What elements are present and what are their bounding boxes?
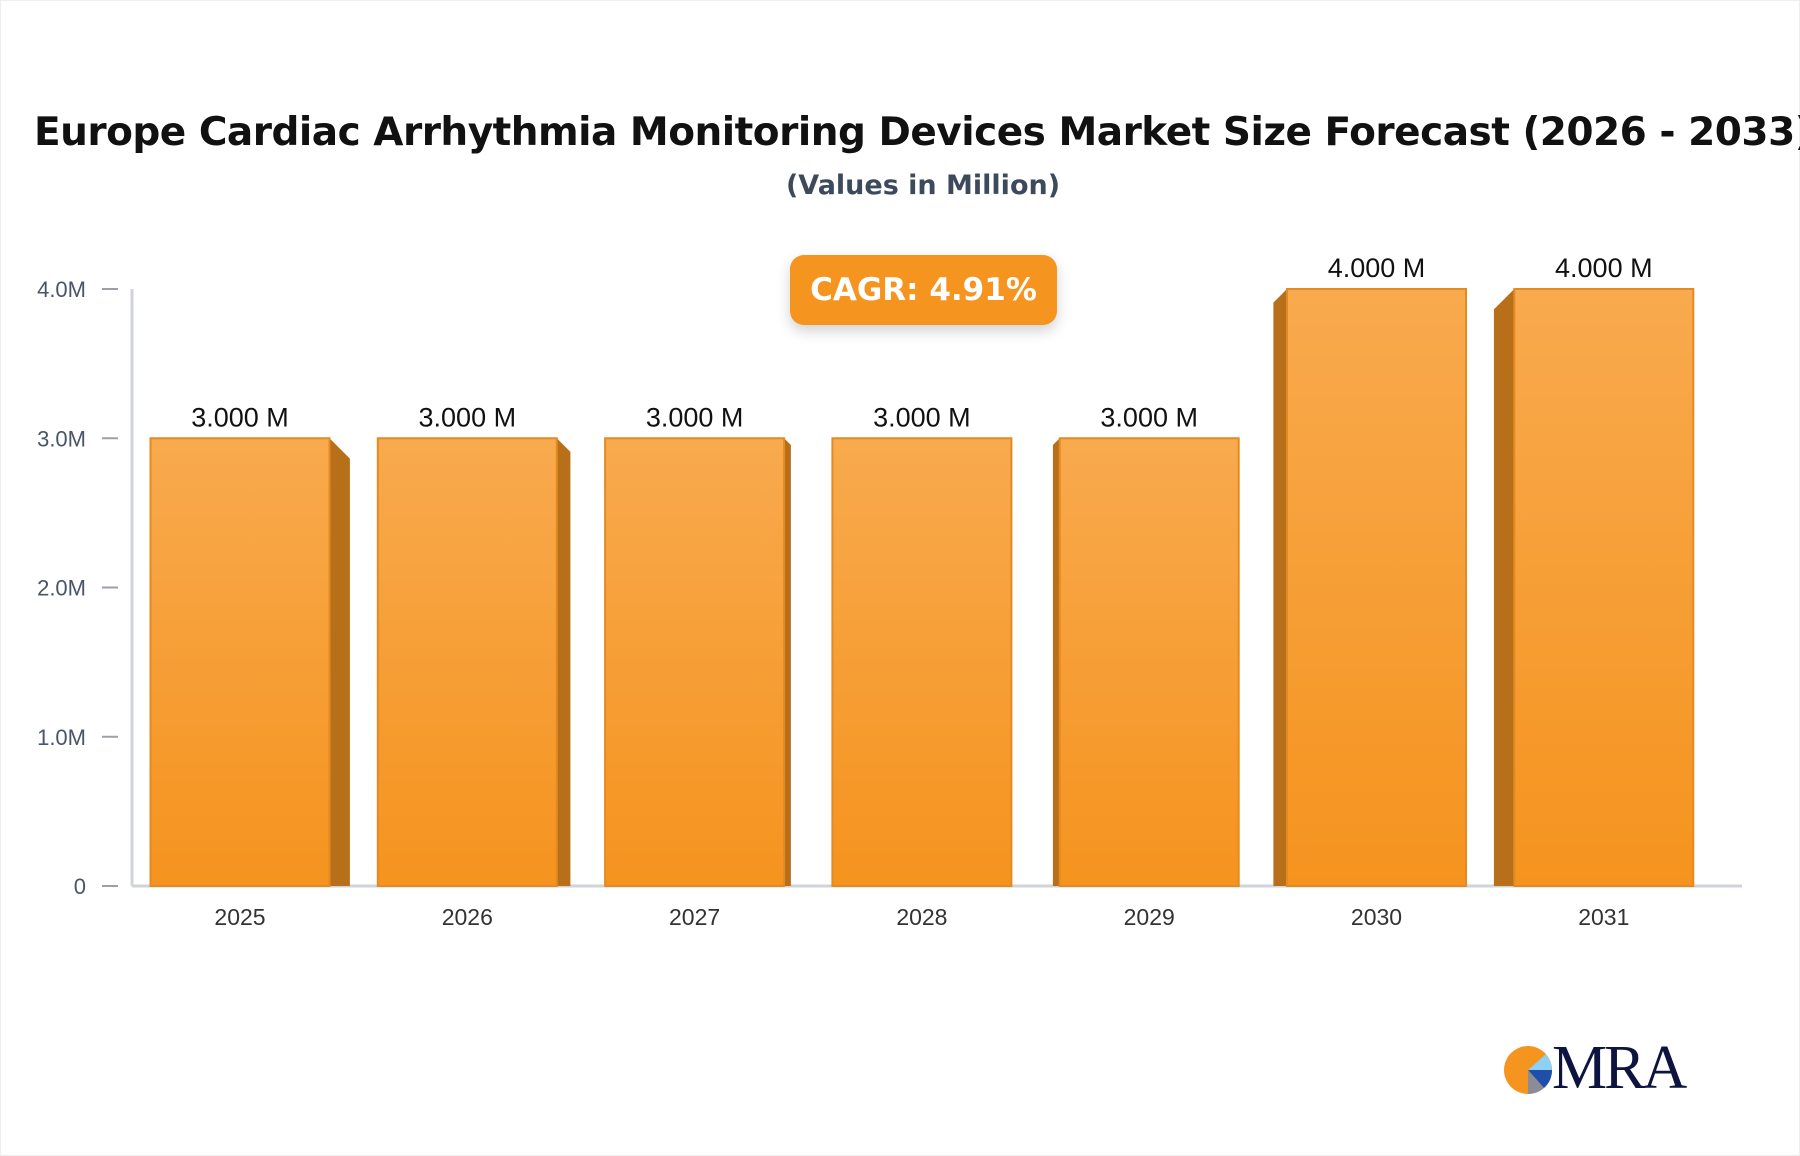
chart-subtitle: (Values in Million) (785, 170, 1061, 201)
bar-side-face (1493, 289, 1515, 886)
bar-side-face (1273, 289, 1287, 886)
y-tick-label: 1.0M (37, 725, 86, 750)
bar-front-face (1286, 288, 1467, 887)
bar-front-face (604, 437, 786, 887)
bar-2027 (604, 437, 791, 887)
chart-title: Europe Cardiac Arrhythmia Monitoring Dev… (33, 110, 1800, 155)
pie-logo-icon (1504, 1046, 1553, 1095)
bar-side-face (556, 438, 571, 886)
x-tick-label: 2027 (669, 904, 720, 930)
y-tick-label: 3.0M (37, 426, 86, 451)
cagr-badge: CAGR: 4.91% (790, 255, 1057, 325)
data-label: 3.000 M (1100, 402, 1198, 432)
x-tick-label: 2030 (1351, 904, 1402, 930)
data-label: 4.000 M (1328, 253, 1426, 283)
bar-2026 (376, 437, 571, 887)
x-tick-label: 2025 (214, 904, 265, 930)
bar-2025 (149, 437, 350, 887)
data-label: 3.000 M (646, 402, 744, 432)
data-label: 4.000 M (1555, 253, 1653, 283)
y-tick-label: 0 (74, 874, 86, 899)
data-label: 3.000 M (419, 402, 517, 432)
bar-2029 (1052, 437, 1240, 887)
x-tick-label: 2028 (896, 904, 947, 930)
y-tick-label: 2.0M (37, 576, 86, 601)
bar-side-face (329, 438, 350, 886)
bar-front-face (1513, 288, 1695, 887)
bar-2031 (1493, 288, 1695, 887)
x-tick-label: 2029 (1124, 904, 1175, 930)
y-tick-label: 4.0M (37, 277, 86, 302)
x-tick-label: 2026 (442, 904, 493, 930)
bar-2028 (831, 437, 1013, 887)
bar-front-face (376, 437, 558, 887)
bar-front-face (831, 437, 1013, 887)
bar-side-face (784, 438, 791, 886)
bar-2030 (1273, 288, 1467, 887)
data-label: 3.000 M (191, 402, 289, 432)
bar-side-face (1052, 438, 1060, 886)
bar-front-face (149, 437, 331, 887)
mra-logo: MRA (1504, 1034, 1704, 1102)
x-tick-label: 2031 (1578, 904, 1629, 930)
data-label: 3.000 M (873, 402, 971, 432)
logo-text: MRA (1552, 1034, 1687, 1102)
bar-front-face (1058, 437, 1240, 887)
